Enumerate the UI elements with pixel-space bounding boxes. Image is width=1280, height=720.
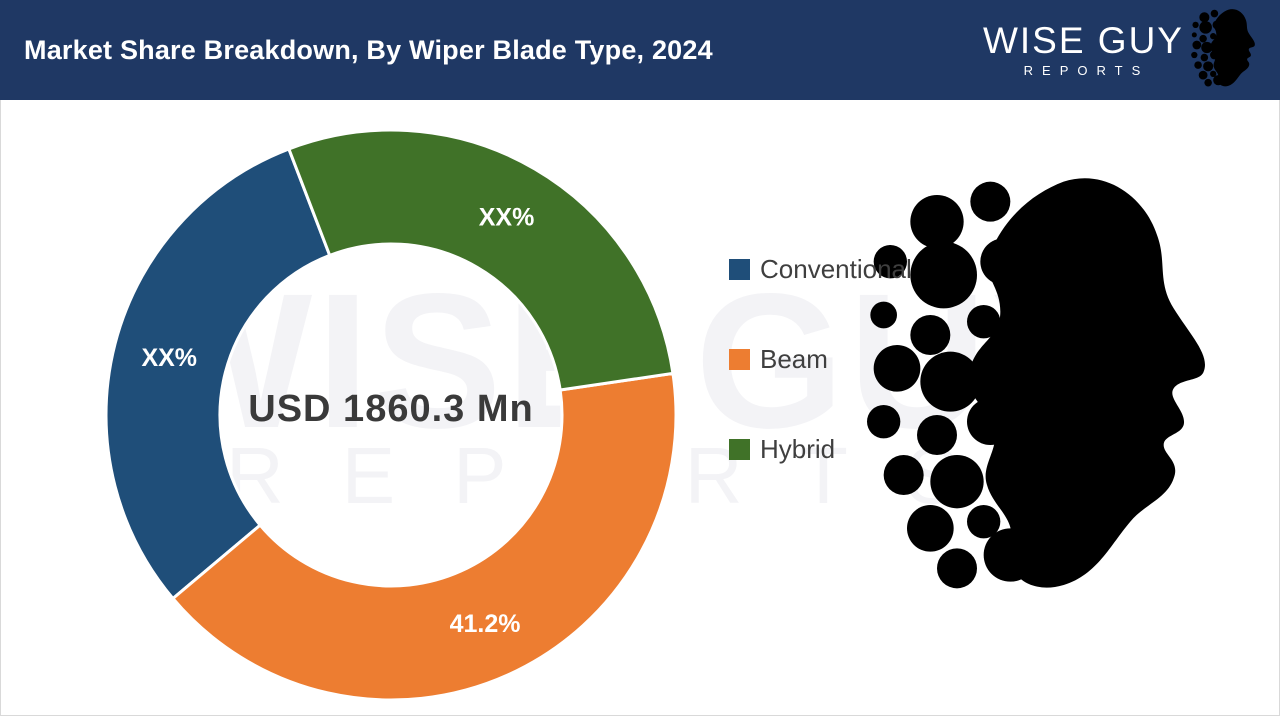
slice-label-beam: 41.2% (450, 610, 521, 638)
slice-label-conventional: XX% (141, 344, 197, 372)
legend-item-hybrid: Hybrid (729, 433, 912, 464)
legend-label-beam: Beam (760, 343, 828, 374)
chart-legend: Conventional Beam Hybrid (729, 253, 912, 525)
legend-item-conventional: Conventional (729, 253, 912, 284)
legend-item-beam: Beam (729, 343, 912, 374)
donut-slice-hybrid (287, 128, 675, 392)
legend-swatch-hybrid (729, 438, 750, 460)
center-value-label: USD 1860.3 Mn (248, 388, 534, 430)
legend-label-conventional: Conventional (760, 253, 912, 284)
legend-swatch-conventional (729, 258, 750, 280)
slice-label-hybrid: XX% (479, 203, 535, 231)
donut-slice-beam (171, 371, 678, 702)
header-bar: Market Share Breakdown, By Wiper Blade T… (0, 0, 1280, 100)
logo-subtitle: REPORTS (1023, 63, 1150, 78)
logo-text: WISE GUY REPORTS (983, 22, 1184, 78)
chart-area: WISE GUY REPORTS XX%41.2%XX% USD 1860.3 … (0, 100, 1280, 716)
watermark-face-icon (867, 178, 1205, 589)
face-logo-icon (1191, 9, 1255, 87)
legend-label-hybrid: Hybrid (760, 433, 836, 464)
donut-slice-conventional (104, 147, 332, 600)
wise-guy-logo: WISE GUY REPORTS (983, 0, 1266, 100)
donut-chart: XX% 41.2% XX% (104, 128, 678, 702)
logo-wordmark: WISE GUY (982, 20, 1184, 61)
page-title: Market Share Breakdown, By Wiper Blade T… (24, 34, 713, 65)
legend-swatch-beam (729, 348, 750, 370)
